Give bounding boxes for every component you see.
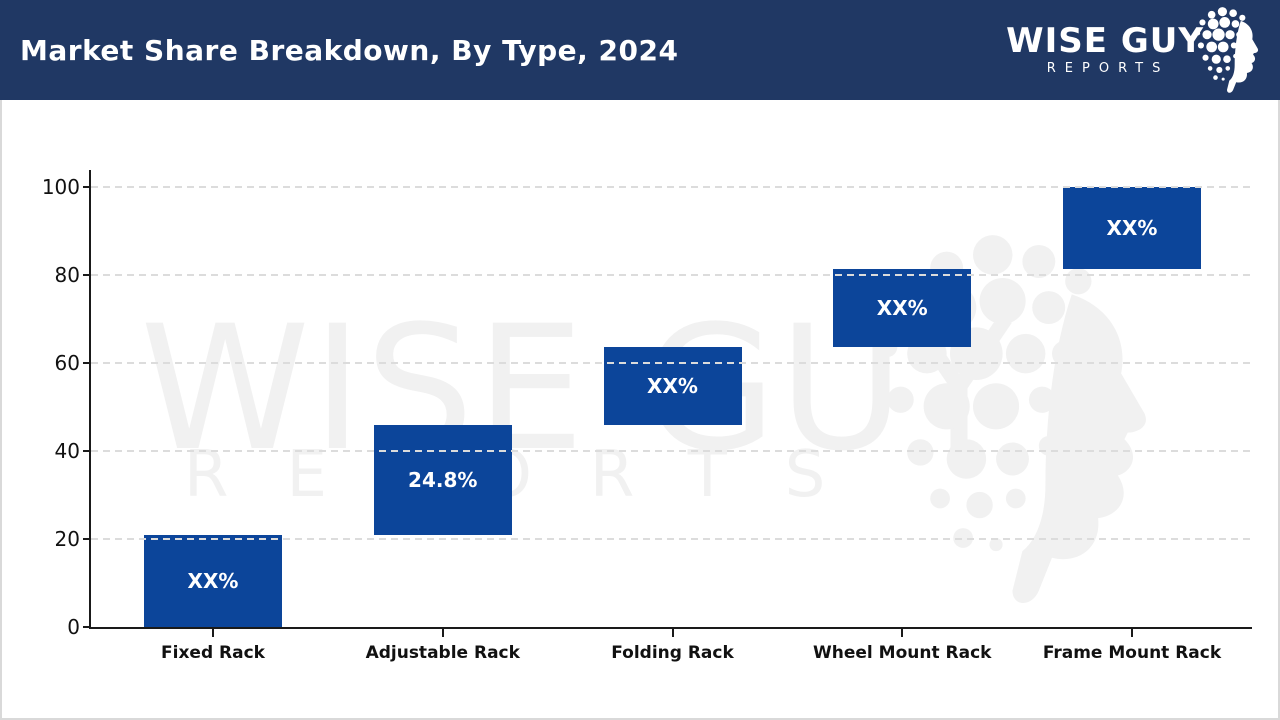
header-bar: Market Share Breakdown, By Type, 2024 WI… — [0, 0, 1280, 100]
x-axis-tick — [671, 629, 674, 637]
y-axis-tick — [83, 538, 91, 540]
bar-value-label: XX% — [1106, 215, 1158, 240]
y-tick-label: 40 — [54, 439, 80, 463]
x-axis-tick — [441, 629, 444, 637]
gridline — [91, 450, 1252, 452]
x-axis-tick — [1131, 629, 1133, 637]
bar-segment — [833, 268, 972, 347]
bar-value-label: 24.8% — [408, 468, 478, 493]
logo-text: WISE GUY REPORTS — [1006, 24, 1204, 76]
x-category-label: Fixed Rack — [161, 643, 265, 663]
logo-sub-text: REPORTS — [1046, 61, 1170, 76]
bar-segment — [373, 425, 512, 535]
y-axis-line — [89, 170, 91, 629]
x-axis-tick — [901, 629, 904, 637]
bar-value-label: XX% — [876, 295, 928, 320]
gridline — [91, 538, 1252, 540]
y-axis-tick — [83, 450, 91, 452]
chart-canvas: WISE GUY REPORTS 0 20 40 60 80 100 XX% Fixed Ra… — [0, 100, 1280, 720]
x-category-label: Wheel Mount Rack — [813, 643, 992, 663]
wiseguy-logo: WISE GUY REPORTS — [1006, 0, 1266, 100]
gridline — [91, 274, 1252, 276]
x-category-label: Folding Rack — [611, 643, 734, 663]
y-axis-tick — [83, 362, 91, 364]
y-axis-tick — [83, 274, 91, 276]
gridline — [91, 362, 1252, 364]
bar-segment — [144, 534, 282, 627]
bar-value-label: XX% — [647, 374, 698, 399]
y-axis-tick — [83, 626, 91, 628]
bar-segment — [1063, 187, 1201, 269]
y-tick-label: 80 — [54, 263, 80, 287]
bar-value-label: XX% — [187, 568, 239, 593]
x-axis-tick — [212, 629, 214, 637]
x-category-label: Frame Mount Rack — [1042, 643, 1222, 663]
y-tick-label: 60 — [54, 351, 80, 375]
x-axis-line — [89, 627, 1252, 629]
gridline — [91, 186, 1252, 188]
y-tick-label: 0 — [67, 615, 80, 639]
y-tick-label: 100 — [41, 175, 80, 199]
x-category-label: Adjustable Rack — [365, 643, 520, 663]
page-title: Market Share Breakdown, By Type, 2024 — [20, 33, 679, 67]
y-tick-label: 20 — [54, 527, 80, 551]
y-axis-tick — [83, 186, 91, 188]
logo-brand-text: WISE GUY — [1006, 21, 1204, 61]
bar-segment — [603, 346, 742, 426]
